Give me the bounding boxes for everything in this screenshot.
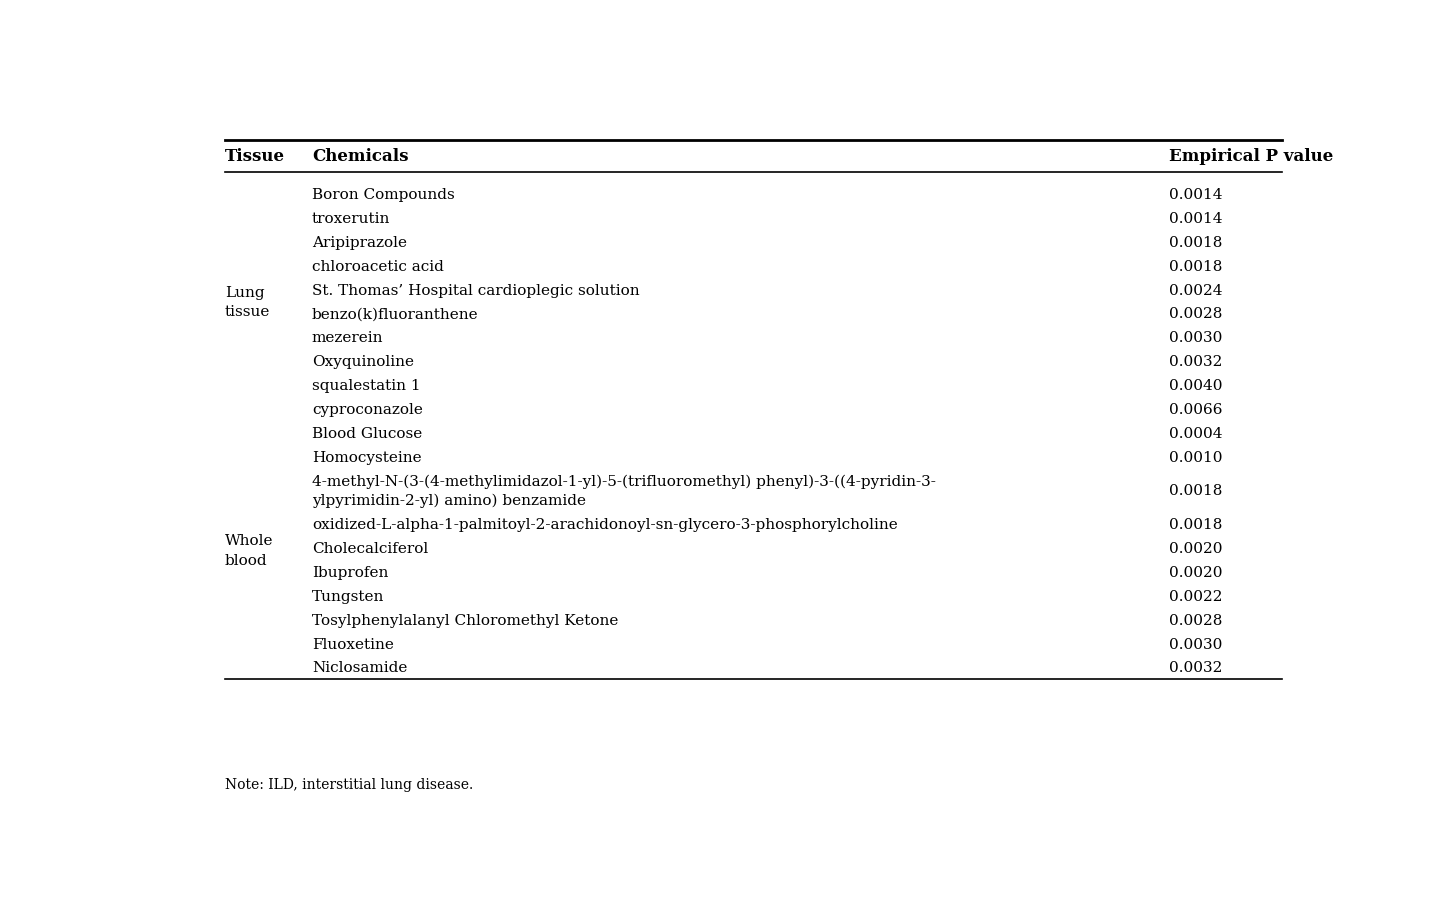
- Text: 0.0030: 0.0030: [1169, 331, 1223, 345]
- Text: 0.0040: 0.0040: [1169, 379, 1223, 393]
- Text: Ibuprofen: Ibuprofen: [312, 566, 389, 579]
- Text: Tissue: Tissue: [224, 148, 285, 165]
- Text: 0.0014: 0.0014: [1169, 211, 1223, 226]
- Text: oxidized-L-alpha-1-palmitoyl-2-arachidonoyl-sn-glycero-3-phosphorylcholine: oxidized-L-alpha-1-palmitoyl-2-arachidon…: [312, 517, 897, 532]
- Text: 0.0018: 0.0018: [1169, 236, 1223, 250]
- Text: 0.0028: 0.0028: [1169, 613, 1223, 627]
- Text: Tungsten: Tungsten: [312, 589, 384, 603]
- Text: Empirical P value: Empirical P value: [1169, 148, 1334, 165]
- Text: mezerein: mezerein: [312, 331, 383, 345]
- Text: Fluoxetine: Fluoxetine: [312, 637, 393, 650]
- Text: Oxyquinoline: Oxyquinoline: [312, 355, 414, 369]
- Text: 0.0066: 0.0066: [1169, 403, 1223, 416]
- Text: 0.0004: 0.0004: [1169, 426, 1223, 440]
- Text: Aripiprazole: Aripiprazole: [312, 236, 406, 250]
- Text: 0.0022: 0.0022: [1169, 589, 1223, 603]
- Text: Niclosamide: Niclosamide: [312, 660, 408, 675]
- Text: 0.0018: 0.0018: [1169, 484, 1223, 498]
- Text: Lung
tissue: Lung tissue: [224, 285, 271, 319]
- Text: 0.0018: 0.0018: [1169, 260, 1223, 273]
- Text: 0.0028: 0.0028: [1169, 307, 1223, 322]
- Text: Tosylphenylalanyl Chloromethyl Ketone: Tosylphenylalanyl Chloromethyl Ketone: [312, 613, 619, 627]
- Text: Cholecalciferol: Cholecalciferol: [312, 541, 428, 556]
- Text: Chemicals: Chemicals: [312, 148, 408, 165]
- Text: Note: ILD, interstitial lung disease.: Note: ILD, interstitial lung disease.: [224, 777, 473, 791]
- Text: benzo(k)fluoranthene: benzo(k)fluoranthene: [312, 307, 479, 322]
- Text: 0.0030: 0.0030: [1169, 637, 1223, 650]
- Text: 0.0032: 0.0032: [1169, 660, 1223, 675]
- Text: Boron Compounds: Boron Compounds: [312, 188, 454, 202]
- Text: chloroacetic acid: chloroacetic acid: [312, 260, 444, 273]
- Text: St. Thomas’ Hospital cardioplegic solution: St. Thomas’ Hospital cardioplegic soluti…: [312, 283, 639, 297]
- Text: 0.0032: 0.0032: [1169, 355, 1223, 369]
- Text: 4-methyl-N-(3-(4-methylimidazol-1-yl)-5-(trifluoromethyl) phenyl)-3-((4-pyridin-: 4-methyl-N-(3-(4-methylimidazol-1-yl)-5-…: [312, 475, 936, 507]
- Text: 0.0024: 0.0024: [1169, 283, 1223, 297]
- Text: 0.0018: 0.0018: [1169, 517, 1223, 532]
- Text: 0.0020: 0.0020: [1169, 541, 1223, 556]
- Text: Homocysteine: Homocysteine: [312, 450, 421, 465]
- Text: Blood Glucose: Blood Glucose: [312, 426, 422, 440]
- Text: squalestatin 1: squalestatin 1: [312, 379, 421, 393]
- Text: cyproconazole: cyproconazole: [312, 403, 422, 416]
- Text: troxerutin: troxerutin: [312, 211, 390, 226]
- Text: 0.0014: 0.0014: [1169, 188, 1223, 202]
- Text: 0.0020: 0.0020: [1169, 566, 1223, 579]
- Text: 0.0010: 0.0010: [1169, 450, 1223, 465]
- Text: Whole
blood: Whole blood: [224, 534, 274, 568]
